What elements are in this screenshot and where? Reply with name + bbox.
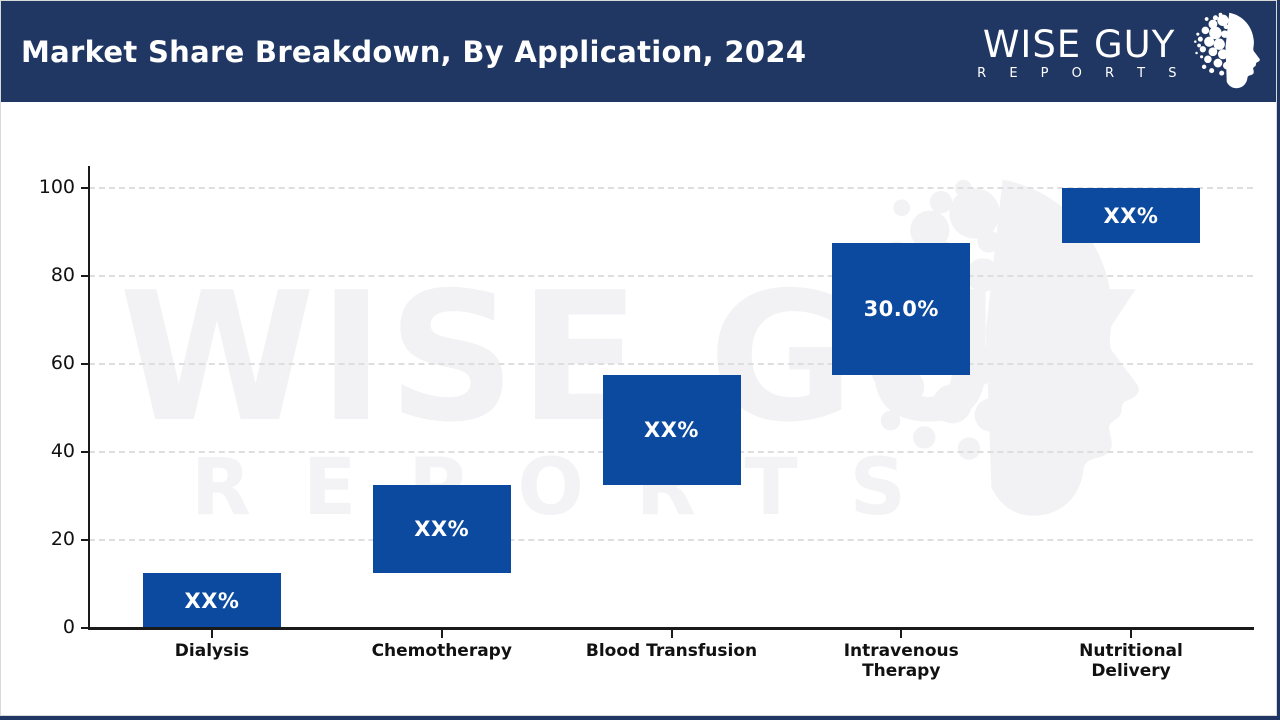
x-tick-label-chemotherapy: Chemotherapy <box>342 641 542 661</box>
y-tick-label-40: 40 <box>50 440 75 462</box>
bar-value-label-nutritional-delivery: XX% <box>1103 203 1159 228</box>
y-tick-mark-60 <box>81 363 89 365</box>
logo-primary-text: WISE GUY <box>982 23 1176 66</box>
x-tick-label-line: Delivery <box>1091 661 1171 681</box>
bar-intravenous-therapy: 30.0% <box>832 243 971 375</box>
bar-value-label-blood-transfusion: XX% <box>644 418 699 442</box>
bar-nutritional-delivery: XX% <box>1062 188 1200 243</box>
bar-dialysis: XX% <box>143 573 281 628</box>
chart-title: Market Share Breakdown, By Application, … <box>21 34 807 69</box>
y-tick-mark-100 <box>81 187 89 189</box>
y-axis-line <box>88 166 90 630</box>
y-tick-label-80: 80 <box>50 264 75 286</box>
bar-value-label-dialysis: XX% <box>184 588 240 613</box>
header-bar: Market Share Breakdown, By Application, … <box>1 1 1276 102</box>
x-tick-mark-nutritional-delivery <box>1130 630 1132 638</box>
logo-secondary-text: R E P O R T S <box>977 66 1186 81</box>
y-tick-label-100: 100 <box>38 176 75 198</box>
x-tick-mark-intravenous-therapy <box>900 630 903 638</box>
y-tick-label-60: 60 <box>50 352 75 374</box>
x-tick-label-line: Dialysis <box>174 641 250 661</box>
logo-text: WISE GUY R E P O R T S <box>972 23 1186 82</box>
x-tick-label-line: Therapy <box>862 661 941 681</box>
y-tick-mark-20 <box>81 539 89 541</box>
wiseguy-logo: WISE GUY R E P O R T S <box>972 9 1266 97</box>
bar-blood-transfusion: XX% <box>602 375 741 485</box>
gridline-20 <box>89 539 1253 541</box>
x-tick-mark-blood-transfusion <box>670 630 673 638</box>
x-tick-label-line: Blood Transfusion <box>585 641 758 661</box>
x-tick-label-dialysis: Dialysis <box>112 641 312 661</box>
x-tick-label-line: Chemotherapy <box>371 641 512 661</box>
y-tick-label-0: 0 <box>62 616 75 638</box>
bar-chemotherapy: XX% <box>372 485 511 573</box>
x-tick-label-nutritional-delivery: Nutritional Delivery <box>1031 641 1231 681</box>
x-tick-label-blood-transfusion: Blood Transfusion <box>572 641 772 661</box>
x-tick-mark-dialysis <box>211 630 213 638</box>
y-tick-mark-0 <box>81 627 89 629</box>
x-tick-label-intravenous-therapy: Intravenous Therapy <box>801 641 1001 681</box>
x-tick-label-line: Intravenous <box>843 641 959 661</box>
gridline-60 <box>89 363 1253 365</box>
x-tick-label-line: Nutritional <box>1079 641 1183 661</box>
logo-head-icon <box>1194 12 1260 89</box>
watermark-reports-text: REPORTS <box>191 443 958 533</box>
y-tick-mark-40 <box>81 451 89 453</box>
x-axis-line <box>88 627 1254 630</box>
x-tick-mark-chemotherapy <box>440 630 443 638</box>
y-tick-label-20: 20 <box>50 528 75 550</box>
bar-value-label-intravenous-therapy: 30.0% <box>863 297 939 321</box>
gridline-80 <box>89 275 1253 277</box>
bar-value-label-chemotherapy: XX% <box>414 517 470 541</box>
gridline-100 <box>89 187 1253 189</box>
y-tick-mark-80 <box>81 275 89 277</box>
